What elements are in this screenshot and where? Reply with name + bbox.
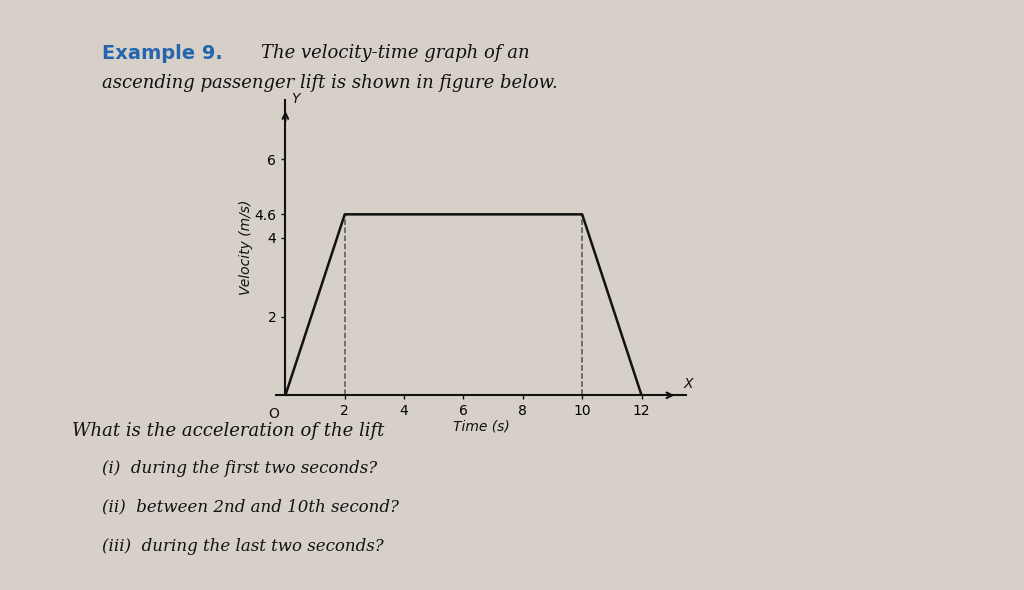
Text: (iii)  during the last two seconds?: (iii) during the last two seconds? (102, 538, 384, 555)
Text: (i)  during the first two seconds?: (i) during the first two seconds? (102, 460, 378, 477)
Text: X: X (683, 378, 692, 391)
X-axis label: Time (s): Time (s) (453, 419, 510, 434)
Text: Example 9.: Example 9. (102, 44, 223, 63)
Y-axis label: Velocity (m/s): Velocity (m/s) (239, 200, 253, 296)
Text: O: O (268, 407, 279, 421)
Text: (ii)  between 2nd and 10th second?: (ii) between 2nd and 10th second? (102, 499, 399, 516)
Text: Y: Y (291, 92, 300, 106)
Text: What is the acceleration of the lift: What is the acceleration of the lift (72, 422, 384, 440)
Text: ascending passenger lift is shown in figure below.: ascending passenger lift is shown in fig… (102, 74, 558, 92)
Text: The velocity-time graph of an: The velocity-time graph of an (261, 44, 529, 63)
